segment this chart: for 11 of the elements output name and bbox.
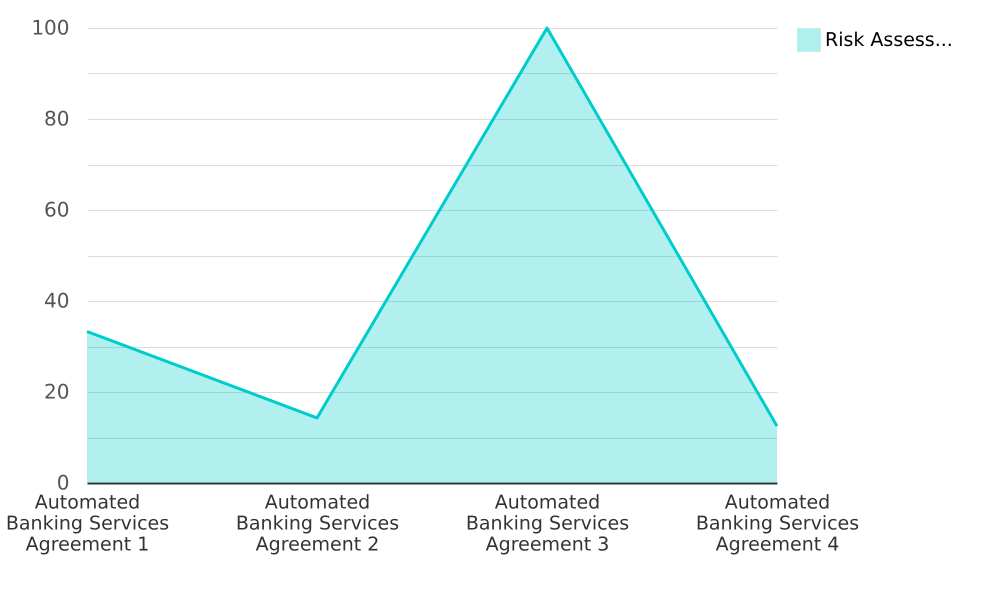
- x-tick-label: Automated Banking Services Agreement 3: [466, 492, 630, 556]
- y-tick-label: 0: [56, 470, 70, 494]
- y-tick-label: 40: [44, 288, 70, 312]
- x-tick-label: Automated Banking Services Agreement 4: [696, 492, 860, 556]
- y-tick-label: 80: [44, 106, 70, 130]
- legend-label: Risk Assess...: [825, 29, 953, 51]
- y-tick-label: 60: [44, 198, 70, 222]
- x-tick-label: Automated Banking Services Agreement 1: [6, 492, 170, 556]
- y-tick-label: 20: [44, 380, 70, 404]
- y-tick-label: 100: [31, 16, 70, 40]
- x-tick-label: Automated Banking Services Agreement 2: [236, 492, 400, 556]
